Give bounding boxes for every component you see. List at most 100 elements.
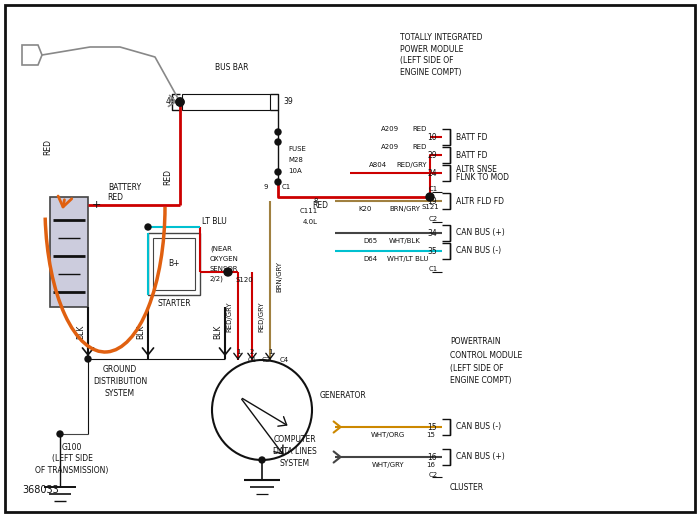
Text: ENGINE COMPT): ENGINE COMPT) <box>450 376 512 386</box>
Text: BATT FD: BATT FD <box>456 150 487 160</box>
Text: C1: C1 <box>428 186 438 192</box>
Text: 2: 2 <box>250 349 254 355</box>
Text: 15: 15 <box>428 422 437 432</box>
Text: BATTERY: BATTERY <box>108 183 141 191</box>
Text: 39: 39 <box>283 98 293 107</box>
Text: C1: C1 <box>428 266 438 272</box>
Circle shape <box>176 98 184 106</box>
Text: C2: C2 <box>262 357 271 363</box>
Text: M28: M28 <box>288 157 303 163</box>
Text: C2: C2 <box>429 472 438 478</box>
Text: BRN/GRY: BRN/GRY <box>276 262 282 293</box>
Circle shape <box>275 169 281 175</box>
Text: C2: C2 <box>429 216 438 222</box>
Text: A209: A209 <box>381 126 399 132</box>
Text: RED/GRY: RED/GRY <box>258 302 264 332</box>
Text: CAN BUS (-): CAN BUS (-) <box>456 247 501 255</box>
Text: ALTR FLD FD: ALTR FLD FD <box>456 196 504 205</box>
Text: 24: 24 <box>428 169 437 177</box>
Text: CAN BUS (+): CAN BUS (+) <box>456 452 505 462</box>
Text: 10A: 10A <box>288 168 302 174</box>
Text: RED/GRY: RED/GRY <box>397 162 427 168</box>
Text: WHT/LT BLU: WHT/LT BLU <box>387 256 428 262</box>
Text: S120: S120 <box>236 277 253 283</box>
Text: 16: 16 <box>426 462 435 468</box>
Bar <box>153 238 195 290</box>
Text: (LEFT SIDE OF: (LEFT SIDE OF <box>450 363 503 373</box>
Circle shape <box>275 139 281 145</box>
Text: GENERATOR: GENERATOR <box>320 390 367 400</box>
Text: 16: 16 <box>428 452 437 462</box>
Text: OXYGEN: OXYGEN <box>210 256 239 262</box>
Text: 10: 10 <box>428 132 437 142</box>
Text: BRN/GRY: BRN/GRY <box>389 206 421 212</box>
Text: (LEFT SIDE OF: (LEFT SIDE OF <box>400 56 454 66</box>
Text: CAN BUS (-): CAN BUS (-) <box>456 422 501 432</box>
Text: G100: G100 <box>62 443 82 451</box>
Bar <box>50 197 88 307</box>
Text: K20: K20 <box>358 206 372 212</box>
Text: CLUSTER: CLUSTER <box>450 483 484 492</box>
Text: 46: 46 <box>165 98 175 107</box>
Text: LT BLU: LT BLU <box>202 217 227 225</box>
Text: A209: A209 <box>381 144 399 150</box>
Text: B+: B+ <box>168 260 180 268</box>
Text: C1: C1 <box>282 184 291 190</box>
Text: 15: 15 <box>426 432 435 438</box>
Text: S121: S121 <box>421 204 439 210</box>
Bar <box>442 125 688 387</box>
Circle shape <box>275 129 281 135</box>
Text: COMPUTER: COMPUTER <box>274 434 316 444</box>
Text: 8: 8 <box>314 198 318 204</box>
Text: RED: RED <box>164 169 172 185</box>
Text: 34: 34 <box>427 229 437 237</box>
Text: 1: 1 <box>236 349 240 355</box>
Text: BLK: BLK <box>136 325 145 339</box>
Text: SYSTEM: SYSTEM <box>280 459 310 467</box>
Text: WHT/GRY: WHT/GRY <box>372 462 405 468</box>
Text: 9: 9 <box>263 184 268 190</box>
Text: RED: RED <box>107 192 123 202</box>
Text: POWER MODULE: POWER MODULE <box>400 44 463 53</box>
Text: 2/2): 2/2) <box>210 276 224 282</box>
Text: STARTER: STARTER <box>158 298 191 308</box>
Text: C111: C111 <box>300 208 318 214</box>
Text: OF TRANSMISSION): OF TRANSMISSION) <box>35 466 108 476</box>
Text: 1: 1 <box>267 349 272 355</box>
Text: BLK: BLK <box>76 325 85 339</box>
Circle shape <box>224 268 232 276</box>
Text: SYSTEM: SYSTEM <box>105 388 135 398</box>
Bar <box>145 25 390 205</box>
Text: BLK: BLK <box>213 325 222 339</box>
Text: RED: RED <box>413 126 427 132</box>
Text: SENSOR: SENSOR <box>210 266 239 272</box>
Text: C1: C1 <box>248 357 258 363</box>
Text: TOTALLY INTEGRATED: TOTALLY INTEGRATED <box>400 33 482 41</box>
Text: ENGINE COMPT): ENGINE COMPT) <box>400 68 461 78</box>
Text: 368033: 368033 <box>22 485 59 495</box>
Text: FUSE: FUSE <box>288 146 306 152</box>
Text: CONTROL MODULE: CONTROL MODULE <box>450 351 522 359</box>
Circle shape <box>426 193 434 201</box>
Text: RED: RED <box>312 201 328 209</box>
Circle shape <box>57 431 63 437</box>
Circle shape <box>85 356 91 362</box>
Bar <box>155 57 310 162</box>
Text: POWERTRAIN: POWERTRAIN <box>450 338 500 346</box>
Text: GROUND: GROUND <box>103 364 137 373</box>
Text: 29: 29 <box>428 150 437 160</box>
Text: FLNK TO MOD: FLNK TO MOD <box>456 174 509 183</box>
Text: WHT/BLK: WHT/BLK <box>389 238 421 244</box>
Text: D64: D64 <box>363 256 377 262</box>
Text: (LEFT SIDE: (LEFT SIDE <box>52 454 92 464</box>
Text: WHT/ORG: WHT/ORG <box>371 432 405 438</box>
Text: BUS BAR: BUS BAR <box>216 63 248 71</box>
Text: BATT FD: BATT FD <box>456 132 487 142</box>
Text: CAN BUS (+): CAN BUS (+) <box>456 229 505 237</box>
Text: +: + <box>92 200 102 210</box>
Text: ALTR SNSE: ALTR SNSE <box>456 164 497 174</box>
Text: A804: A804 <box>369 162 387 168</box>
Circle shape <box>176 98 184 106</box>
Bar <box>442 397 688 497</box>
Text: 4.0L: 4.0L <box>303 219 318 225</box>
